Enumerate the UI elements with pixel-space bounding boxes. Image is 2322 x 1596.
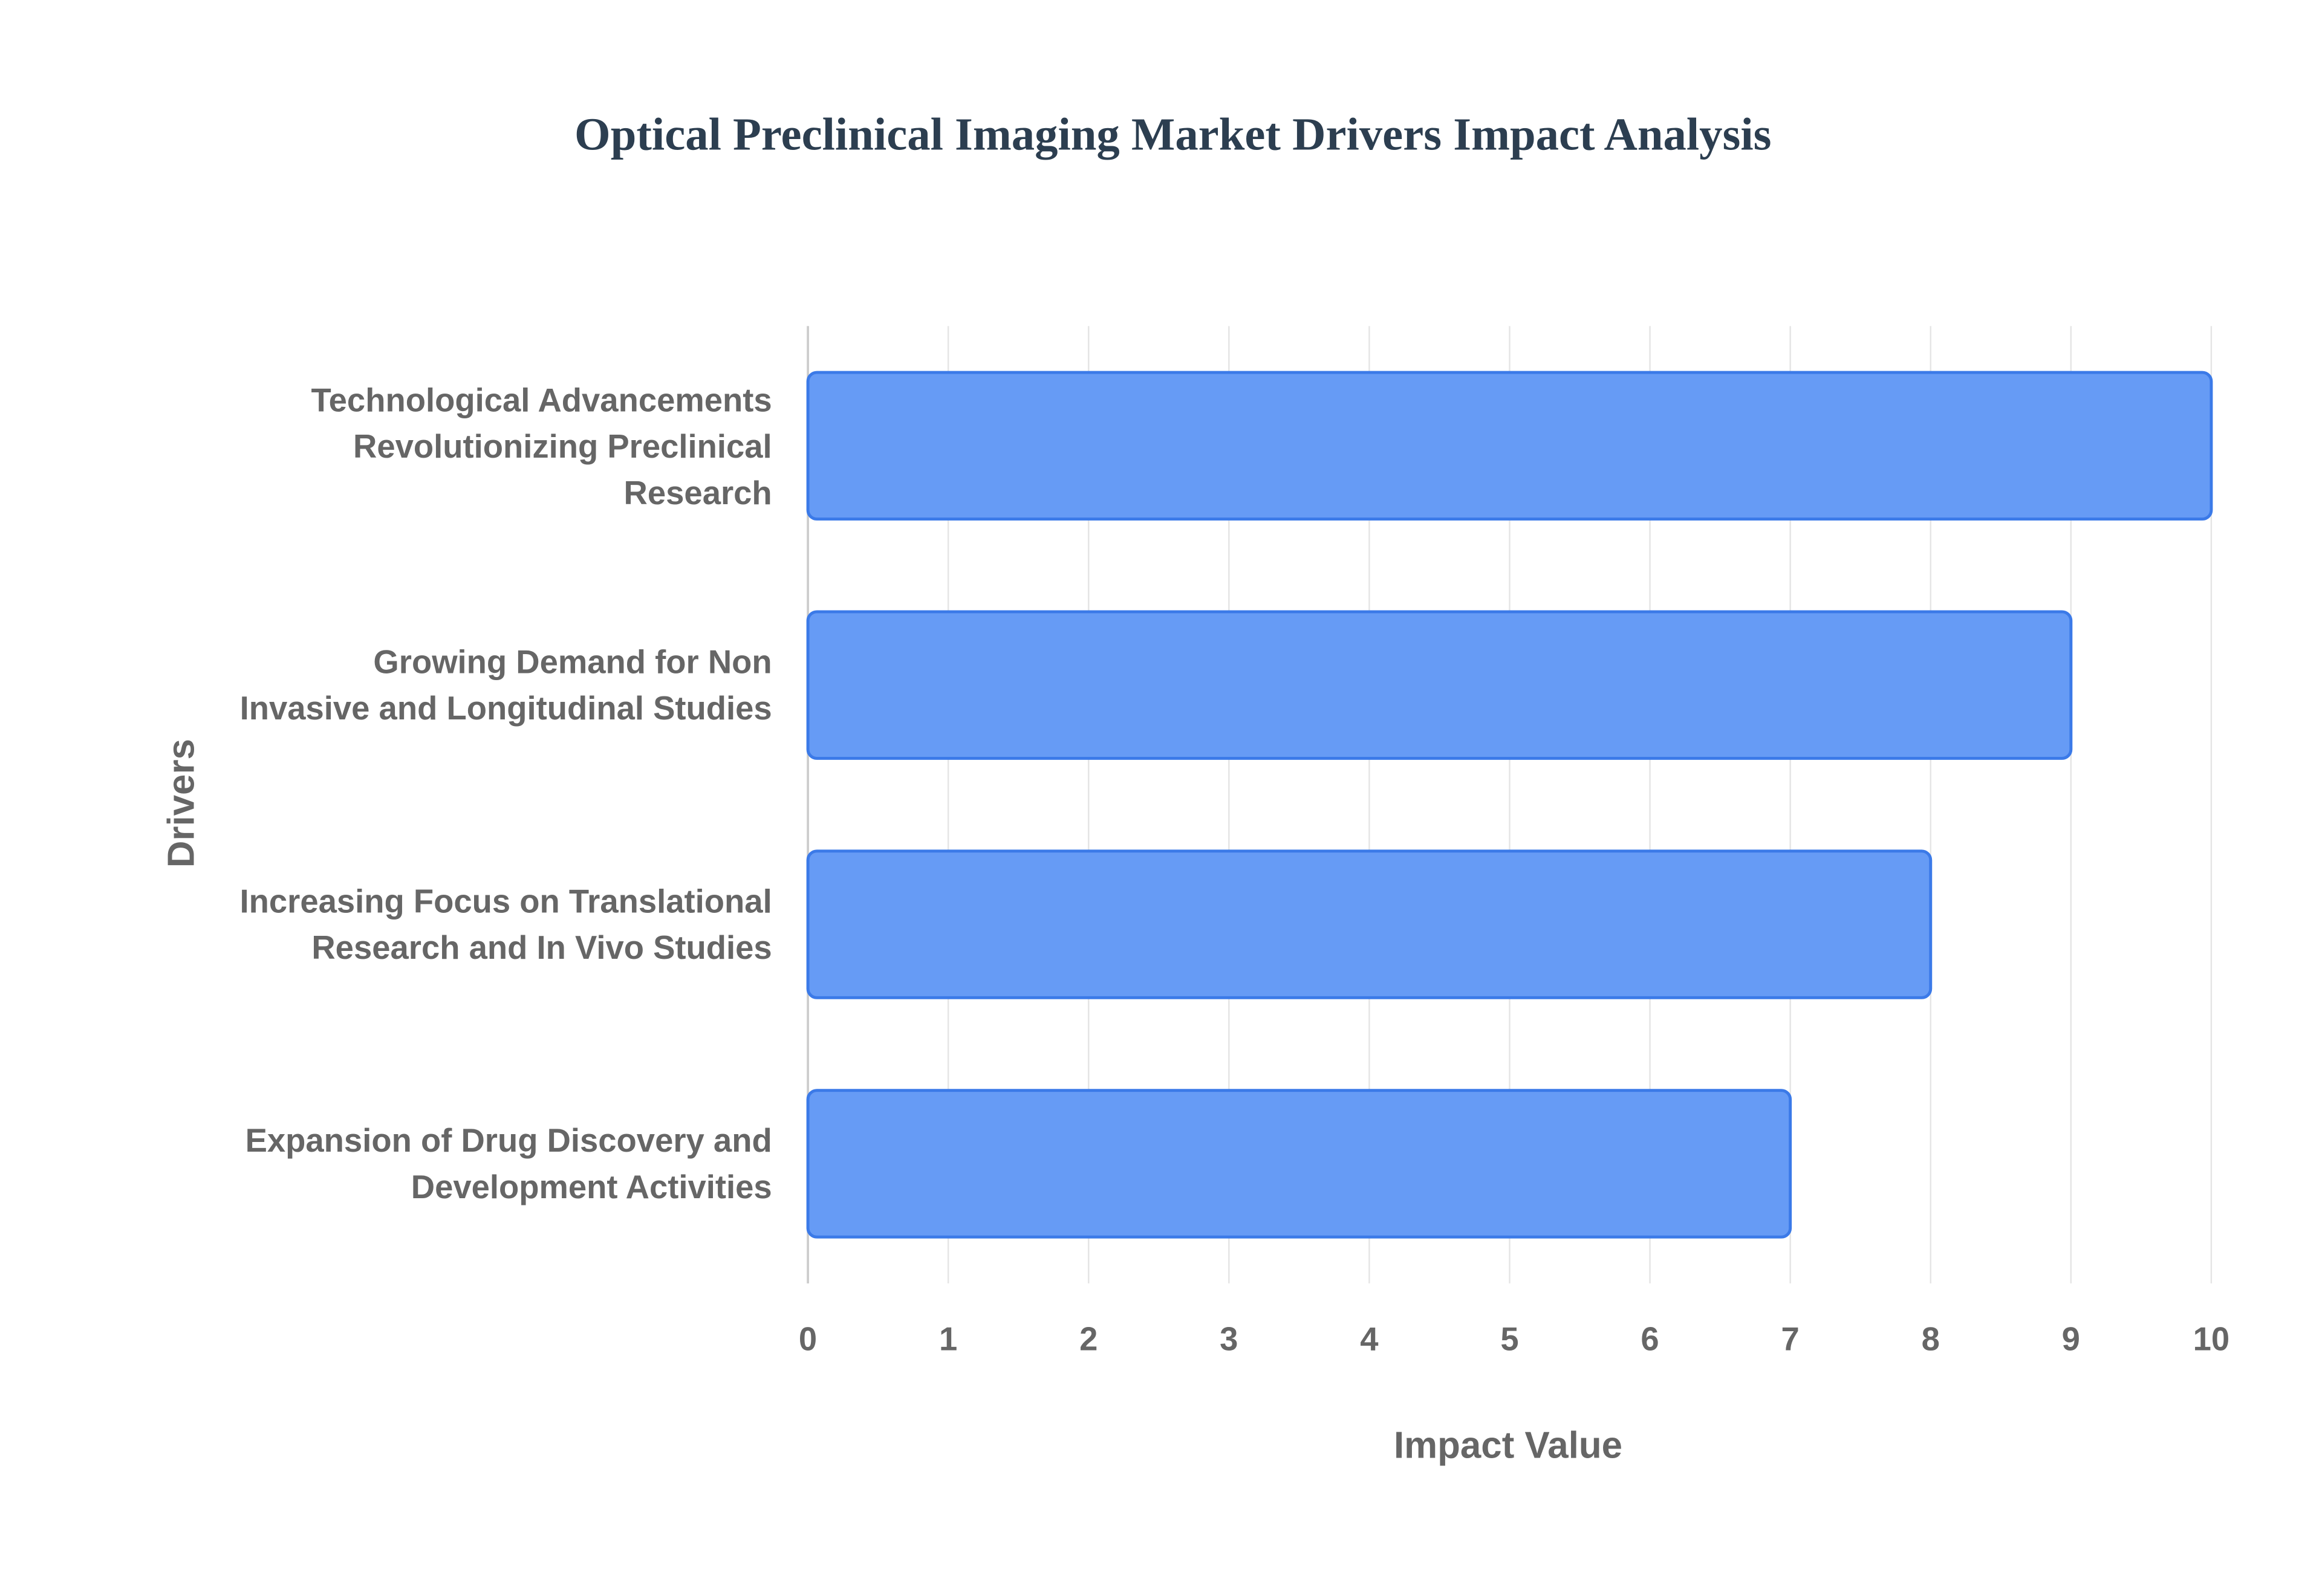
bar [806, 610, 2073, 760]
x-tick-label: 10 [2193, 1321, 2230, 1358]
chart-title: Optical Preclinical Imaging Market Drive… [574, 109, 1771, 160]
x-axis-title: Impact Value [1394, 1424, 1622, 1466]
y-tick-label-box: Expansion of Drug Discovery and Developm… [245, 1121, 772, 1206]
bar [806, 849, 1933, 999]
x-tick-label: 2 [1079, 1321, 1098, 1358]
y-tick-label: Technological Advancements Revolutionizi… [311, 380, 772, 511]
x-tick-label: 9 [2062, 1321, 2080, 1358]
y-tick-label: Increasing Focus on Translational Resear… [239, 882, 772, 967]
x-tick-label: 1 [939, 1321, 957, 1358]
x-tick-label: 8 [1922, 1321, 1940, 1358]
y-tick-label: Growing Demand for Non Invasive and Long… [239, 643, 772, 727]
x-tick-label: 3 [1220, 1321, 1238, 1358]
bar [806, 371, 2213, 521]
y-tick-label-box: Growing Demand for Non Invasive and Long… [239, 643, 772, 727]
y-tick-label-box: Technological Advancements Revolutionizi… [311, 380, 772, 511]
y-tick-label-box: Increasing Focus on Translational Resear… [239, 882, 772, 967]
x-tick-label: 0 [799, 1321, 817, 1358]
x-tick-label: 4 [1360, 1321, 1378, 1358]
bar [806, 1089, 1792, 1239]
y-axis-title: Drivers [161, 739, 203, 868]
x-tick-label: 6 [1641, 1321, 1659, 1358]
x-tick-label: 7 [1781, 1321, 1800, 1358]
x-tick-label: 5 [1500, 1321, 1518, 1358]
y-tick-label: Expansion of Drug Discovery and Developm… [245, 1121, 772, 1206]
